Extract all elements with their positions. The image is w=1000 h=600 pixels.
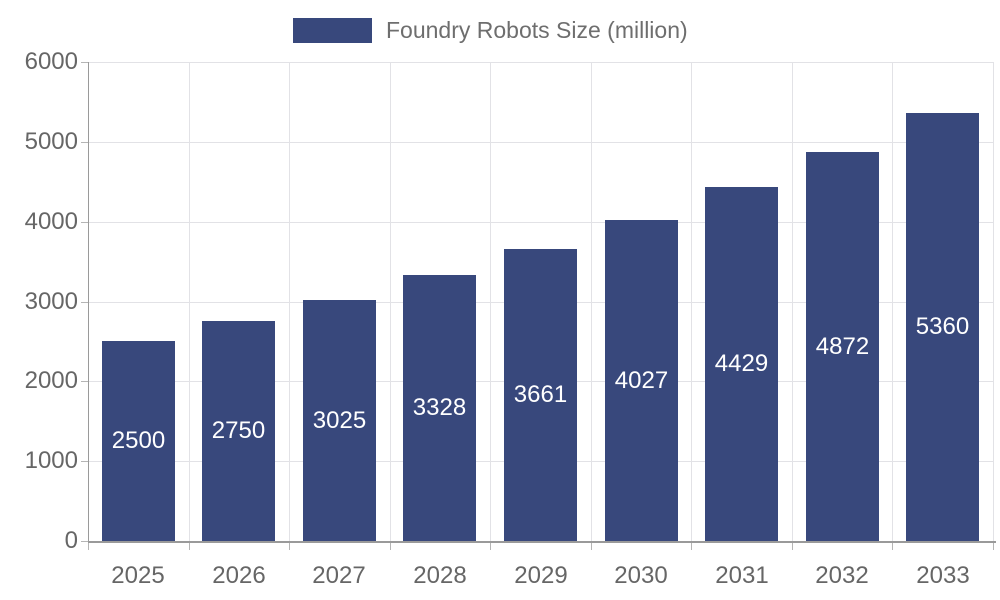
x-axis-tick [992,543,994,550]
x-axis-tick [590,543,592,550]
gridline-vertical [590,62,592,541]
y-axis-tick-label: 1000 [24,447,78,474]
x-axis-tick [891,543,893,550]
x-axis-tick-label: 2029 [514,562,568,589]
bar-value-label: 2500 [111,427,166,454]
legend-label: Foundry Robots Size (million) [386,17,688,43]
y-axis-line [88,62,89,541]
bar-2026[interactable]: 2750 [202,321,275,541]
x-axis-tick [188,543,190,550]
x-axis-tick [389,543,391,550]
y-axis-tick-label: 3000 [24,288,78,315]
x-axis-tick [791,543,793,550]
bar-value-label: 4872 [815,332,870,360]
gridline-horizontal [88,61,993,63]
gridline-vertical [992,62,994,541]
gridline-horizontal [88,221,993,223]
y-axis-tick [81,221,88,223]
y-axis-tick [81,301,88,303]
gridline-vertical [288,62,290,541]
bar-value-label: 3661 [513,381,568,408]
legend-swatch-icon [293,18,372,43]
x-axis-tick [87,543,89,550]
gridline-horizontal [88,141,993,143]
gridline-vertical [389,62,391,541]
x-axis-tick-label: 2026 [212,562,266,589]
chart-legend[interactable]: Foundry Robots Size (million) [293,17,688,44]
y-axis-tick-label: 0 [64,527,78,554]
x-axis-tick [489,543,491,550]
bar-2029[interactable]: 3661 [504,249,577,541]
x-axis-tick-label: 2030 [614,562,668,589]
bar-2025[interactable]: 2500 [102,341,175,541]
x-axis-tick [288,543,290,550]
bar-2027[interactable]: 3025 [303,300,376,541]
x-axis-tick-label: 2025 [111,562,165,589]
bar-2030[interactable]: 4027 [605,220,678,541]
bar-value-label: 4429 [714,350,769,377]
gridline-vertical [791,62,793,541]
x-axis-tick [690,543,692,550]
x-axis-tick-label: 2027 [312,562,366,589]
gridline-vertical [891,62,893,541]
x-axis-tick-label: 2033 [916,562,970,589]
y-axis-tick-label: 2000 [24,367,78,394]
y-axis-tick [81,540,88,542]
y-axis-tick [81,380,88,382]
x-axis-tick-label: 2032 [815,562,869,589]
bar-value-label: 4027 [614,366,669,394]
gridline-vertical [188,62,190,541]
x-axis-line [88,541,996,543]
y-axis-tick [81,141,88,143]
gridline-vertical [690,62,692,541]
bar-value-label: 3328 [412,394,467,421]
y-axis-tick [81,61,88,63]
gridline-vertical [489,62,491,541]
y-axis-tick-label: 4000 [24,208,78,235]
bar-value-label: 3025 [312,406,367,434]
bar-2032[interactable]: 4872 [806,152,879,541]
bar-value-label: 2750 [211,417,266,444]
y-axis-tick-label: 6000 [24,48,78,75]
bar-2028[interactable]: 3328 [403,275,476,541]
y-axis-tick-label: 5000 [24,128,78,155]
bar-2031[interactable]: 4429 [705,187,778,541]
bar-value-label: 5360 [915,313,970,340]
x-axis-tick-label: 2031 [715,562,769,589]
x-axis-tick-label: 2028 [413,562,467,589]
bar-2033[interactable]: 5360 [906,113,979,541]
y-axis-tick [81,460,88,462]
